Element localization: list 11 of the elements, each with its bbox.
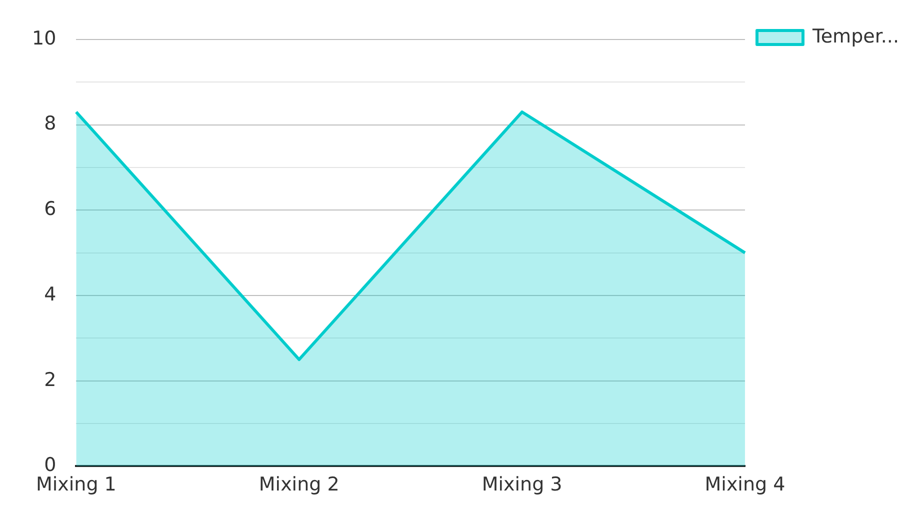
- legend-label: Temper...: [811, 25, 900, 48]
- x-tick-label: Mixing 2: [258, 474, 340, 496]
- y-tick-label: 4: [44, 283, 56, 306]
- y-tick-label: 10: [32, 27, 56, 50]
- y-tick-label: 8: [44, 112, 56, 135]
- x-tick-label: Mixing 3: [482, 474, 562, 496]
- y-tick-label: 0: [44, 454, 56, 476]
- x-tick-label: Mixing 1: [36, 474, 116, 496]
- x-tick-label: Mixing 4: [704, 474, 786, 496]
- y-tick-label: 6: [44, 198, 56, 220]
- y-tick-label: 2: [44, 368, 56, 391]
